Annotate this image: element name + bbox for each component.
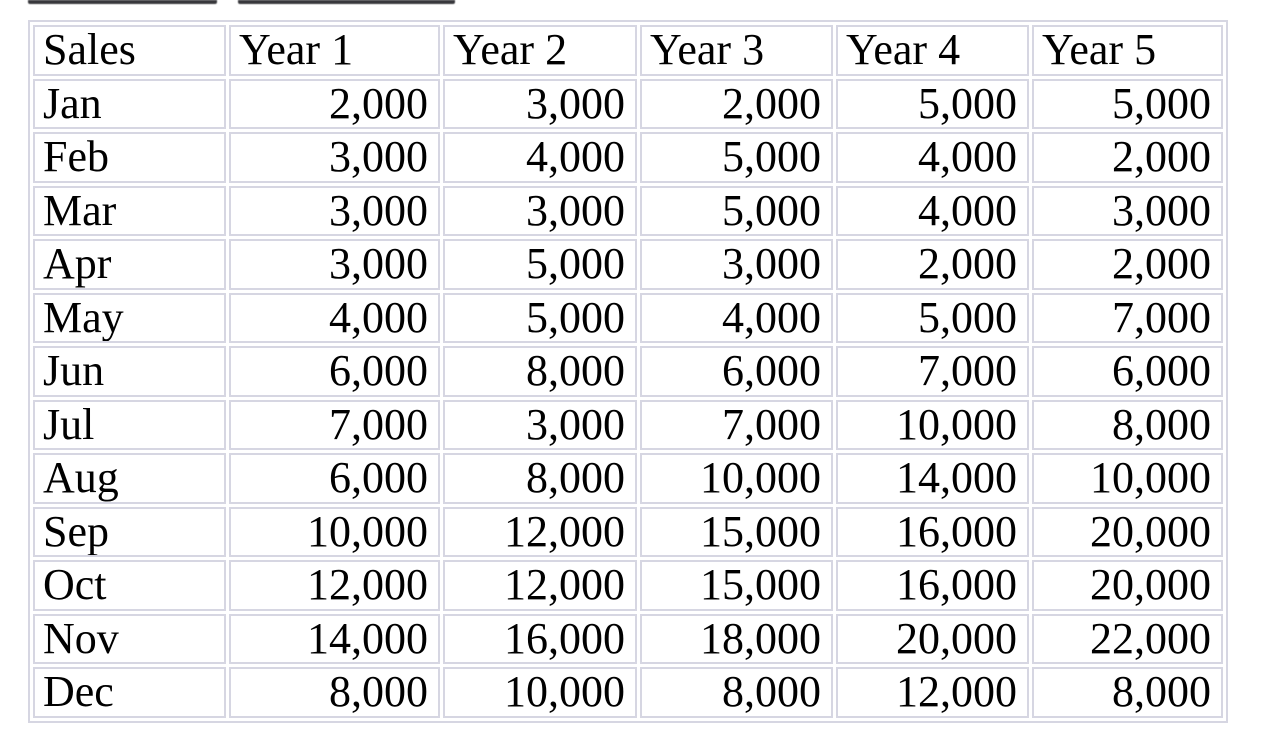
header-cell-year-1[interactable]: Year 1	[229, 25, 440, 76]
value-cell-jan-year2[interactable]: 3,000	[443, 78, 637, 129]
value-cell-jun-year3[interactable]: 6,000	[640, 346, 833, 397]
value-cell-jun-year5[interactable]: 6,000	[1032, 346, 1223, 397]
value-cell-jul-year5[interactable]: 8,000	[1032, 399, 1223, 450]
value-cell-oct-year5[interactable]: 20,000	[1032, 560, 1223, 611]
value-cell-aug-year3[interactable]: 10,000	[640, 453, 833, 504]
table-row-apr: Apr 3,000 5,000 3,000 2,000 2,000	[33, 239, 1223, 290]
value-cell-apr-year3[interactable]: 3,000	[640, 239, 833, 290]
value-cell-jan-year5[interactable]: 5,000	[1032, 78, 1223, 129]
value-cell-nov-year5[interactable]: 22,000	[1032, 613, 1223, 664]
value-cell-oct-year1[interactable]: 12,000	[229, 560, 440, 611]
value-cell-sep-year5[interactable]: 20,000	[1032, 506, 1223, 557]
month-label-cell-jan[interactable]: Jan	[33, 78, 226, 129]
value-cell-may-year2[interactable]: 5,000	[443, 292, 637, 343]
value-cell-feb-year2[interactable]: 4,000	[443, 132, 637, 183]
value-cell-jun-year2[interactable]: 8,000	[443, 346, 637, 397]
value-cell-jul-year4[interactable]: 10,000	[836, 399, 1029, 450]
value-cell-apr-year1[interactable]: 3,000	[229, 239, 440, 290]
value-cell-feb-year5[interactable]: 2,000	[1032, 132, 1223, 183]
value-cell-feb-year1[interactable]: 3,000	[229, 132, 440, 183]
header-cell-sales[interactable]: Sales	[33, 25, 226, 76]
value-cell-apr-year2[interactable]: 5,000	[443, 239, 637, 290]
header-cell-year-4[interactable]: Year 4	[836, 25, 1029, 76]
table-row-oct: Oct 12,000 12,000 15,000 16,000 20,000	[33, 560, 1223, 611]
value-cell-oct-year4[interactable]: 16,000	[836, 560, 1029, 611]
month-label-cell-sep[interactable]: Sep	[33, 506, 226, 557]
month-label-cell-mar[interactable]: Mar	[33, 185, 226, 236]
table-row-jul: Jul 7,000 3,000 7,000 10,000 8,000	[33, 399, 1223, 450]
value-cell-dec-year4[interactable]: 12,000	[836, 667, 1029, 718]
value-cell-may-year1[interactable]: 4,000	[229, 292, 440, 343]
table-row-dec: Dec 8,000 10,000 8,000 12,000 8,000	[33, 667, 1223, 718]
month-label-cell-feb[interactable]: Feb	[33, 132, 226, 183]
value-cell-dec-year1[interactable]: 8,000	[229, 667, 440, 718]
value-cell-dec-year5[interactable]: 8,000	[1032, 667, 1223, 718]
value-cell-sep-year2[interactable]: 12,000	[443, 506, 637, 557]
value-cell-oct-year3[interactable]: 15,000	[640, 560, 833, 611]
value-cell-nov-year3[interactable]: 18,000	[640, 613, 833, 664]
month-label-cell-nov[interactable]: Nov	[33, 613, 226, 664]
value-cell-jan-year1[interactable]: 2,000	[229, 78, 440, 129]
month-label-cell-jul[interactable]: Jul	[33, 399, 226, 450]
table-row-nov: Nov 14,000 16,000 18,000 20,000 22,000	[33, 613, 1223, 664]
value-cell-feb-year4[interactable]: 4,000	[836, 132, 1029, 183]
value-cell-may-year5[interactable]: 7,000	[1032, 292, 1223, 343]
table-row-may: May 4,000 5,000 4,000 5,000 7,000	[33, 292, 1223, 343]
value-cell-may-year3[interactable]: 4,000	[640, 292, 833, 343]
value-cell-jun-year4[interactable]: 7,000	[836, 346, 1029, 397]
value-cell-aug-year5[interactable]: 10,000	[1032, 453, 1223, 504]
month-label-cell-jun[interactable]: Jun	[33, 346, 226, 397]
table-row-aug: Aug 6,000 8,000 10,000 14,000 10,000	[33, 453, 1223, 504]
cut-off-text-fragment-1	[28, 0, 217, 4]
value-cell-oct-year2[interactable]: 12,000	[443, 560, 637, 611]
value-cell-jan-year3[interactable]: 2,000	[640, 78, 833, 129]
value-cell-aug-year4[interactable]: 14,000	[836, 453, 1029, 504]
value-cell-nov-year4[interactable]: 20,000	[836, 613, 1029, 664]
value-cell-feb-year3[interactable]: 5,000	[640, 132, 833, 183]
month-label-cell-oct[interactable]: Oct	[33, 560, 226, 611]
value-cell-aug-year1[interactable]: 6,000	[229, 453, 440, 504]
value-cell-mar-year3[interactable]: 5,000	[640, 185, 833, 236]
value-cell-sep-year4[interactable]: 16,000	[836, 506, 1029, 557]
value-cell-nov-year2[interactable]: 16,000	[443, 613, 637, 664]
value-cell-jun-year1[interactable]: 6,000	[229, 346, 440, 397]
table-row-sep: Sep 10,000 12,000 15,000 16,000 20,000	[33, 506, 1223, 557]
value-cell-dec-year2[interactable]: 10,000	[443, 667, 637, 718]
table-row-jun: Jun 6,000 8,000 6,000 7,000 6,000	[33, 346, 1223, 397]
header-cell-year-2[interactable]: Year 2	[443, 25, 637, 76]
value-cell-may-year4[interactable]: 5,000	[836, 292, 1029, 343]
header-cell-year-3[interactable]: Year 3	[640, 25, 833, 76]
sales-table-header-row: Sales Year 1 Year 2 Year 3 Year 4 Year 5	[33, 25, 1223, 76]
month-label-cell-may[interactable]: May	[33, 292, 226, 343]
sales-table: Sales Year 1 Year 2 Year 3 Year 4 Year 5 Jan 2…	[28, 20, 1228, 723]
table-row-feb: Feb 3,000 4,000 5,000 4,000 2,000	[33, 132, 1223, 183]
value-cell-mar-year4[interactable]: 4,000	[836, 185, 1029, 236]
value-cell-apr-year5[interactable]: 2,000	[1032, 239, 1223, 290]
value-cell-aug-year2[interactable]: 8,000	[443, 453, 637, 504]
value-cell-jul-year2[interactable]: 3,000	[443, 399, 637, 450]
value-cell-dec-year3[interactable]: 8,000	[640, 667, 833, 718]
value-cell-jul-year1[interactable]: 7,000	[229, 399, 440, 450]
month-label-cell-aug[interactable]: Aug	[33, 453, 226, 504]
month-label-cell-apr[interactable]: Apr	[33, 239, 226, 290]
value-cell-sep-year3[interactable]: 15,000	[640, 506, 833, 557]
value-cell-jan-year4[interactable]: 5,000	[836, 78, 1029, 129]
value-cell-mar-year1[interactable]: 3,000	[229, 185, 440, 236]
value-cell-sep-year1[interactable]: 10,000	[229, 506, 440, 557]
value-cell-nov-year1[interactable]: 14,000	[229, 613, 440, 664]
value-cell-jul-year3[interactable]: 7,000	[640, 399, 833, 450]
sales-table-body: Jan 2,000 3,000 2,000 5,000 5,000 Feb 3,000 4,00…	[33, 78, 1223, 718]
header-cell-year-5[interactable]: Year 5	[1032, 25, 1223, 76]
cut-off-text-fragment-2	[238, 0, 455, 4]
month-label-cell-dec[interactable]: Dec	[33, 667, 226, 718]
value-cell-apr-year4[interactable]: 2,000	[836, 239, 1029, 290]
table-row-jan: Jan 2,000 3,000 2,000 5,000 5,000	[33, 78, 1223, 129]
value-cell-mar-year5[interactable]: 3,000	[1032, 185, 1223, 236]
table-row-mar: Mar 3,000 3,000 5,000 4,000 3,000	[33, 185, 1223, 236]
value-cell-mar-year2[interactable]: 3,000	[443, 185, 637, 236]
